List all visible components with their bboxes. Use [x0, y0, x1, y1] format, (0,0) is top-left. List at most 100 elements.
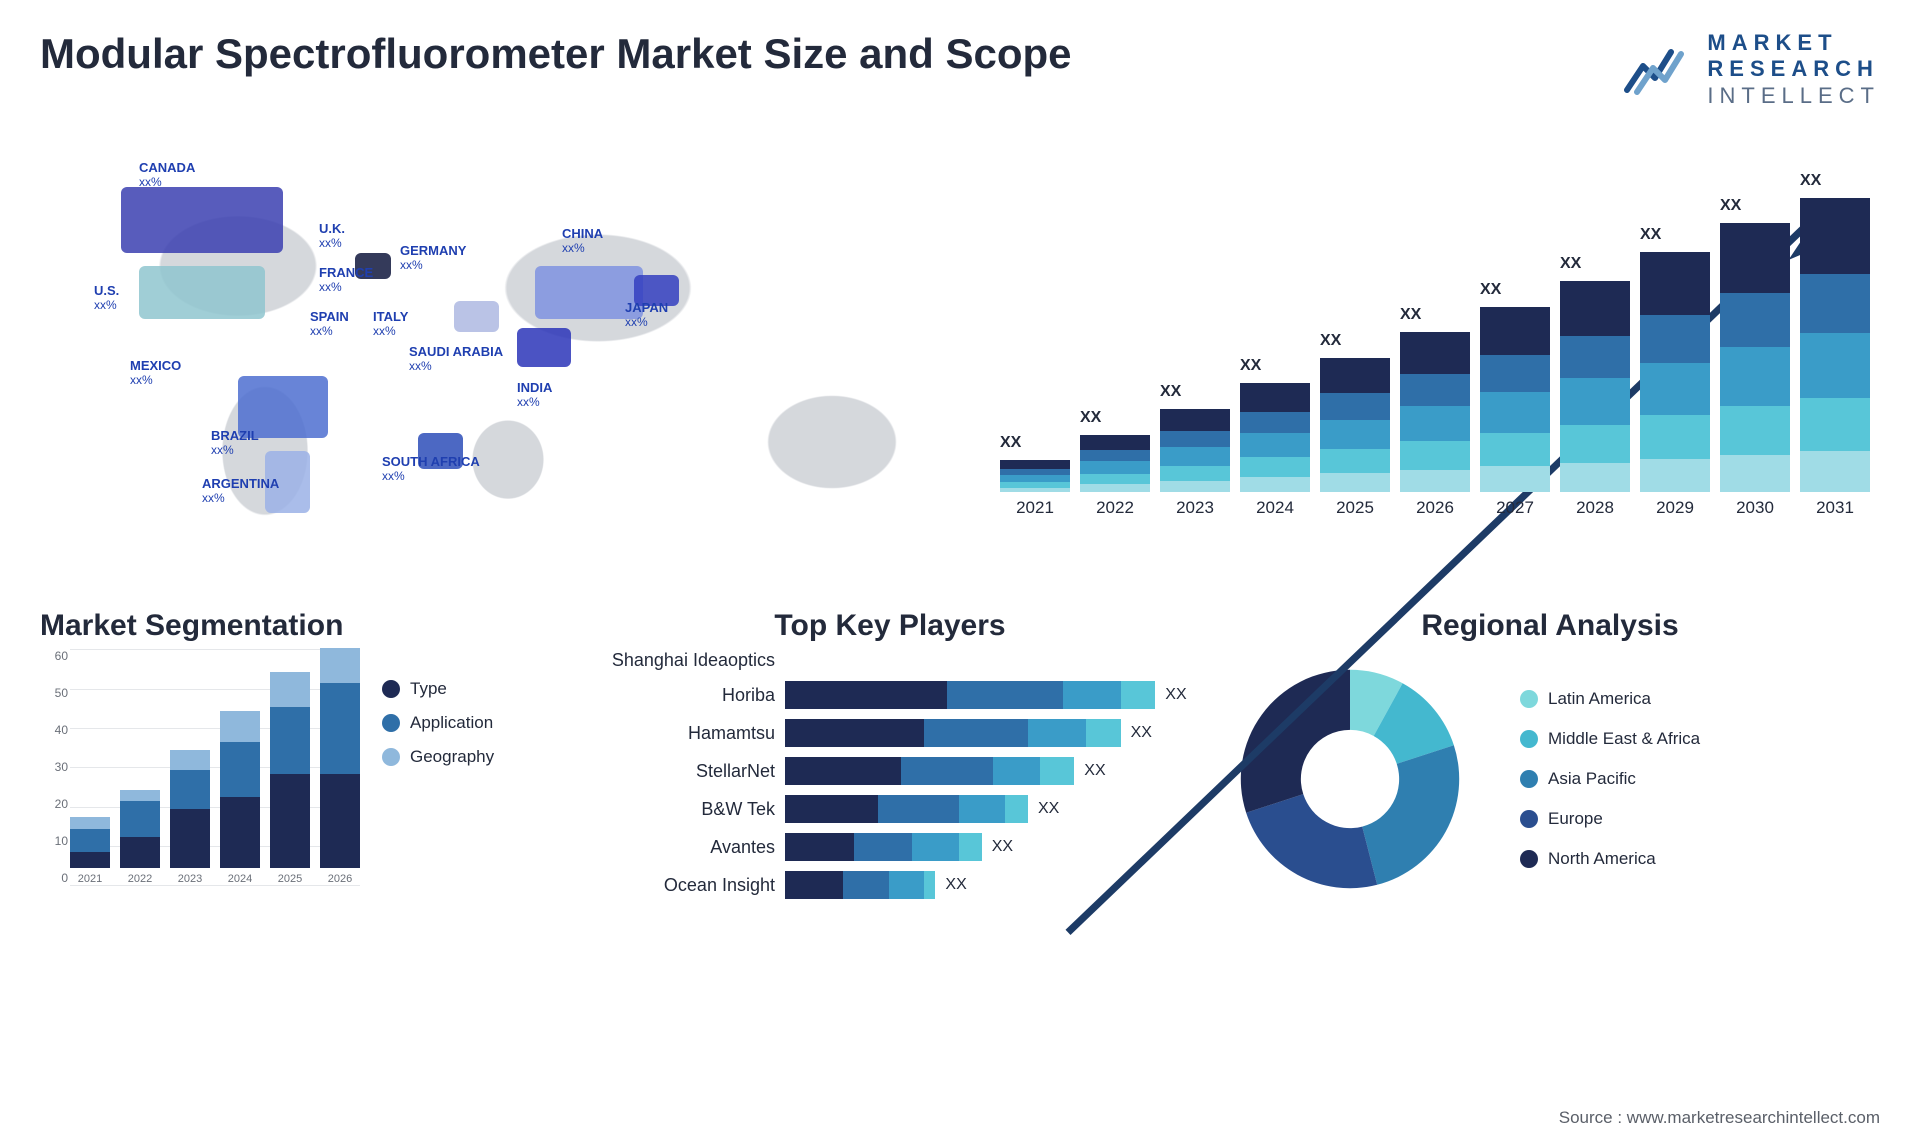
- growth-bar-year: 2029: [1656, 498, 1694, 518]
- legend-item: Type: [382, 679, 494, 699]
- legend-dot-icon: [1520, 850, 1538, 868]
- legend-item: Geography: [382, 747, 494, 767]
- map-country-label: FRANCExx%: [319, 266, 373, 295]
- player-name: Ocean Insight: [590, 871, 775, 899]
- growth-bar: XX2026: [1400, 332, 1470, 518]
- map-country-label: GERMANYxx%: [400, 244, 466, 273]
- map-country-label: ITALYxx%: [373, 310, 408, 339]
- player-name: StellarNet: [590, 757, 775, 785]
- legend-dot-icon: [382, 748, 400, 766]
- growth-bar-value: XX: [1720, 197, 1741, 215]
- segmentation-bar: 2024: [220, 711, 260, 885]
- logo-line2: RESEARCH: [1707, 56, 1880, 82]
- map-country-label: U.S.xx%: [94, 284, 119, 313]
- growth-bar-year: 2027: [1496, 498, 1534, 518]
- regional-legend: Latin AmericaMiddle East & AfricaAsia Pa…: [1520, 689, 1700, 869]
- legend-item: Application: [382, 713, 494, 733]
- legend-item: North America: [1520, 849, 1700, 869]
- donut-slice: [1362, 745, 1459, 885]
- player-top-label: Shanghai Ideaoptics: [590, 649, 775, 671]
- growth-bar: XX2029: [1640, 252, 1710, 518]
- growth-bar: XX2022: [1080, 435, 1150, 519]
- legend-dot-icon: [382, 680, 400, 698]
- growth-bar: XX2030: [1720, 223, 1790, 518]
- growth-bar-value: XX: [1160, 383, 1181, 401]
- map-country-highlight: [121, 187, 283, 253]
- growth-bar: XX2021: [1000, 460, 1070, 518]
- player-bar: XX: [785, 681, 1190, 709]
- map-country-label: INDIAxx%: [517, 381, 552, 410]
- map-country-label: SPAINxx%: [310, 310, 349, 339]
- growth-bar-value: XX: [1080, 409, 1101, 427]
- map-country-label: MEXICOxx%: [130, 359, 181, 388]
- legend-item: Europe: [1520, 809, 1700, 829]
- player-bar: XX: [785, 833, 1190, 861]
- growth-bar-year: 2023: [1176, 498, 1214, 518]
- growth-bar-year: 2025: [1336, 498, 1374, 518]
- segmentation-bar: 2022: [120, 790, 160, 886]
- map-country-highlight: [517, 328, 571, 368]
- map-country-label: BRAZILxx%: [211, 429, 259, 458]
- world-map: CANADAxx%U.S.xx%MEXICOxx%BRAZILxx%ARGENT…: [40, 134, 940, 574]
- regional-donut-chart: [1220, 649, 1480, 909]
- growth-bar-value: XX: [1240, 357, 1261, 375]
- player-name: Hamamtsu: [590, 719, 775, 747]
- growth-bar-value: XX: [1400, 306, 1421, 324]
- growth-bar-value: XX: [1800, 172, 1821, 190]
- logo-line3: INTELLECT: [1707, 83, 1880, 109]
- growth-bar-year: 2030: [1736, 498, 1774, 518]
- page-title: Modular Spectrofluorometer Market Size a…: [40, 30, 1072, 78]
- growth-bar: XX2024: [1240, 383, 1310, 518]
- segmentation-legend: Type Application Geography: [382, 679, 494, 909]
- brand-logo: MARKET RESEARCH INTELLECT: [1623, 30, 1880, 109]
- segmentation-title: Market Segmentation: [40, 609, 560, 643]
- donut-slice: [1241, 670, 1350, 813]
- growth-bar-year: 2024: [1256, 498, 1294, 518]
- players-title: Top Key Players: [590, 609, 1190, 643]
- player-value: XX: [1084, 762, 1105, 780]
- map-country-label: SOUTH AFRICAxx%: [382, 455, 480, 484]
- growth-bar: XX2028: [1560, 281, 1630, 518]
- map-country-label: CHINAxx%: [562, 227, 603, 256]
- player-value: XX: [1131, 724, 1152, 742]
- legend-dot-icon: [1520, 810, 1538, 828]
- map-country-highlight: [139, 266, 265, 319]
- player-bars-column: XX XX XX XX XX XX: [785, 649, 1190, 899]
- growth-bar: XX2031: [1800, 198, 1870, 518]
- legend-dot-icon: [1520, 690, 1538, 708]
- legend-item: Asia Pacific: [1520, 769, 1700, 789]
- player-value: XX: [1165, 686, 1186, 704]
- player-bar: XX: [785, 871, 1190, 899]
- legend-dot-icon: [1520, 770, 1538, 788]
- growth-bar-value: XX: [1560, 255, 1581, 273]
- legend-dot-icon: [382, 714, 400, 732]
- growth-bar-value: XX: [1000, 434, 1021, 452]
- logo-mark-icon: [1623, 42, 1693, 98]
- growth-bar-year: 2028: [1576, 498, 1614, 518]
- player-name: Horiba: [590, 681, 775, 709]
- map-country-label: CANADAxx%: [139, 161, 195, 190]
- player-name: Avantes: [590, 833, 775, 861]
- map-country-highlight: [454, 301, 499, 332]
- legend-item: Latin America: [1520, 689, 1700, 709]
- growth-bar-chart: XX2021XX2022XX2023XX2024XX2025XX2026XX20…: [980, 134, 1880, 574]
- growth-bar-year: 2022: [1096, 498, 1134, 518]
- segmentation-bar: 2026: [320, 648, 360, 885]
- map-country-label: U.K.xx%: [319, 222, 345, 251]
- growth-bar-year: 2026: [1416, 498, 1454, 518]
- legend-dot-icon: [1520, 730, 1538, 748]
- map-country-label: SAUDI ARABIAxx%: [409, 345, 503, 374]
- growth-bar-value: XX: [1480, 281, 1501, 299]
- growth-bar-year: 2031: [1816, 498, 1854, 518]
- source-attribution: Source : www.marketresearchintellect.com: [1559, 1108, 1880, 1128]
- player-bar: XX: [785, 757, 1190, 785]
- player-bar: XX: [785, 719, 1190, 747]
- segmentation-chart: 6050403020100 202120222023202420252026: [40, 649, 360, 909]
- segmentation-bar: 2023: [170, 750, 210, 885]
- growth-bar: XX2023: [1160, 409, 1230, 518]
- segmentation-bar: 2021: [70, 817, 110, 885]
- growth-bar-year: 2021: [1016, 498, 1054, 518]
- player-value: XX: [1038, 800, 1059, 818]
- logo-line1: MARKET: [1707, 30, 1880, 56]
- map-country-label: JAPANxx%: [625, 301, 668, 330]
